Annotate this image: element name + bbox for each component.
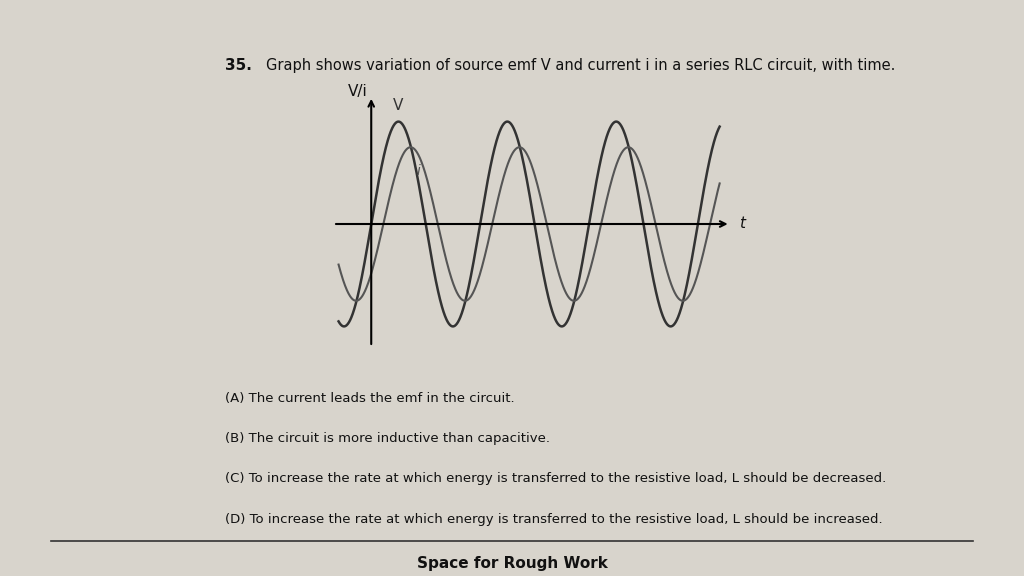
Text: i: i: [416, 164, 420, 178]
Text: (B) The circuit is more inductive than capacitive.: (B) The circuit is more inductive than c…: [225, 432, 550, 445]
Text: t: t: [739, 217, 745, 232]
Text: V/i: V/i: [348, 84, 368, 99]
Text: (C) To increase the rate at which energy is transferred to the resistive load, L: (C) To increase the rate at which energy…: [225, 472, 887, 486]
Text: (D) To increase the rate at which energy is transferred to the resistive load, L: (D) To increase the rate at which energy…: [225, 513, 883, 526]
Text: (A) The current leads the emf in the circuit.: (A) The current leads the emf in the cir…: [225, 392, 515, 405]
Text: Graph shows variation of source emf V and current i in a series RLC circuit, wit: Graph shows variation of source emf V an…: [266, 58, 896, 73]
Text: 35.: 35.: [225, 58, 252, 73]
Text: V: V: [393, 98, 403, 113]
Text: Space for Rough Work: Space for Rough Work: [417, 556, 607, 571]
